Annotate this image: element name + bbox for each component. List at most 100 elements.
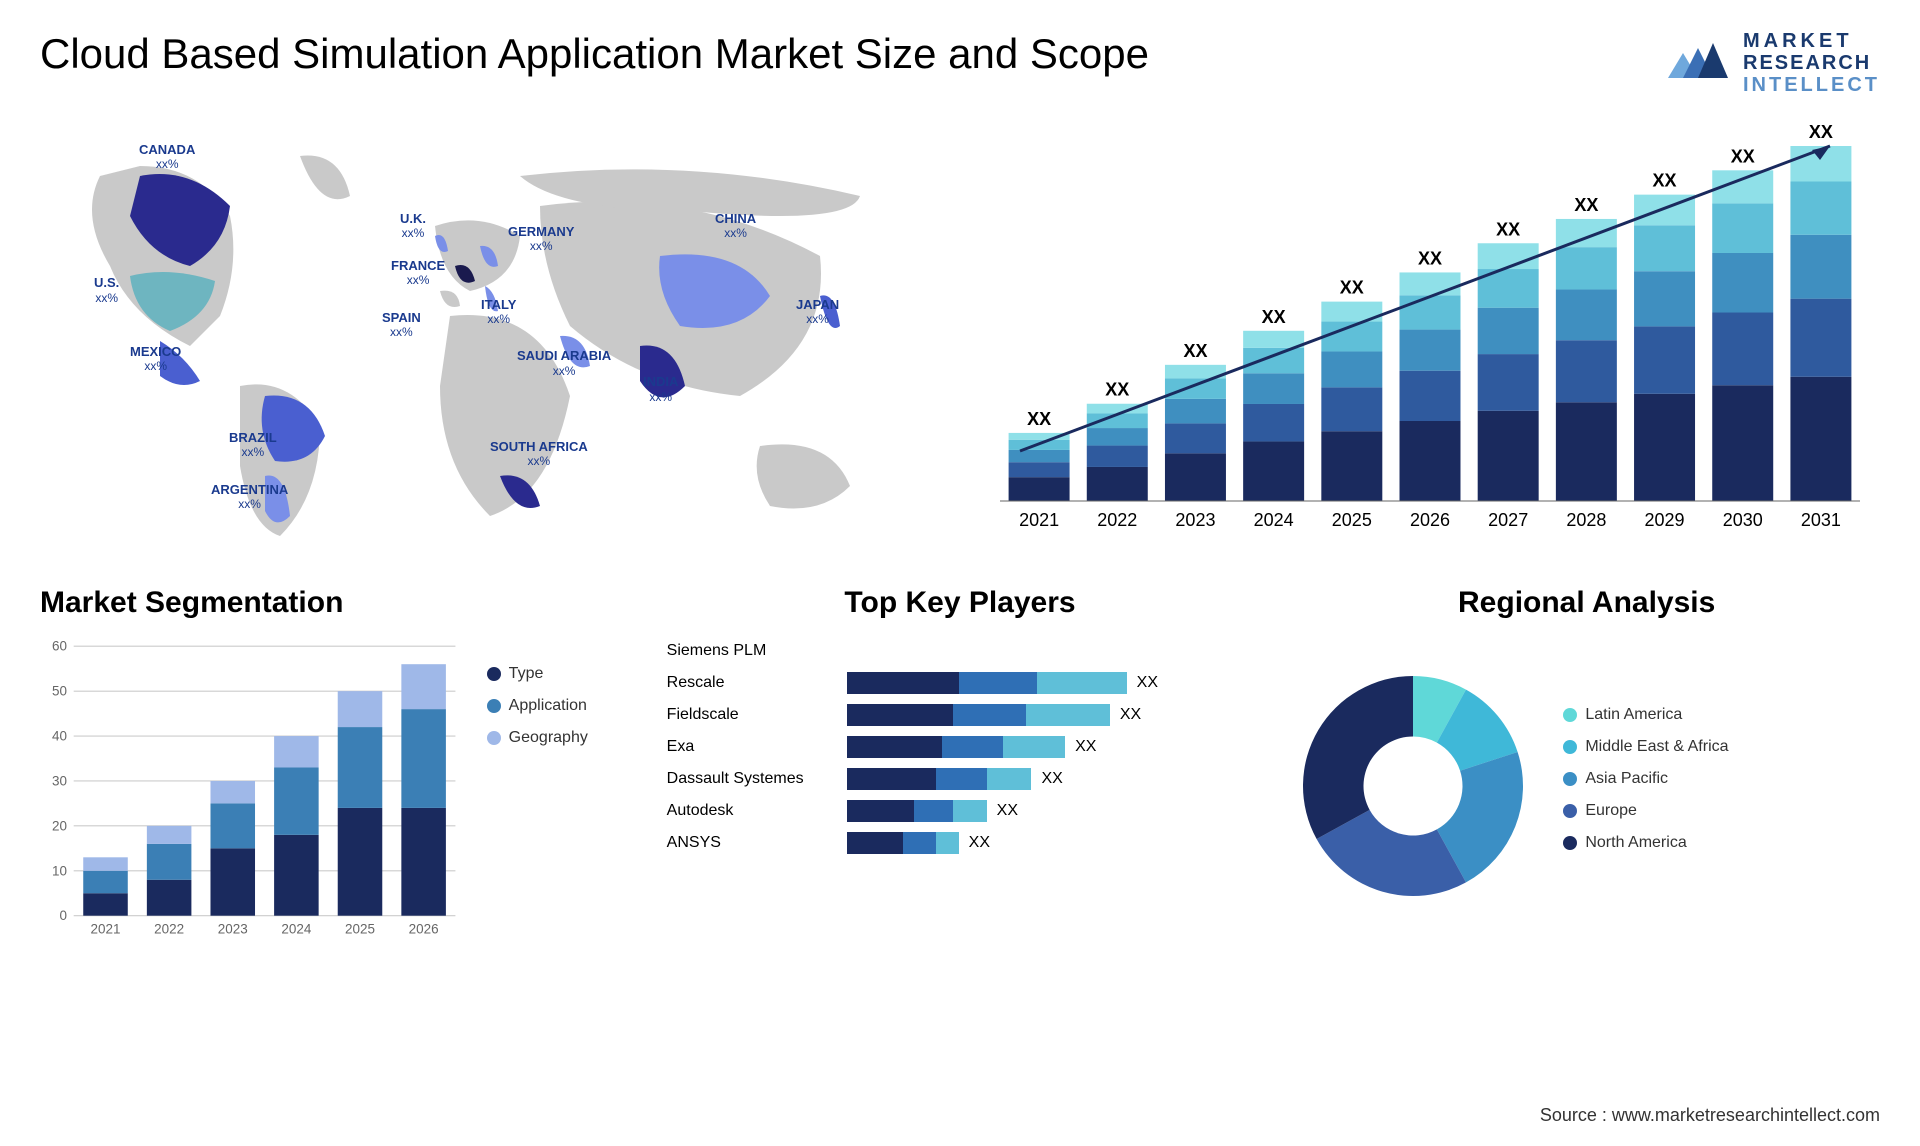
- player-bar: [847, 736, 1065, 758]
- map-label: SPAINxx%: [382, 310, 421, 340]
- player-bar-segment: [953, 800, 987, 822]
- svg-text:20: 20: [52, 818, 67, 833]
- bottom-row: Market Segmentation 01020304050602021202…: [40, 586, 1880, 936]
- legend-item: Asia Pacific: [1563, 770, 1880, 788]
- growth-chart-svg: XX2021XX2022XX2023XX2024XX2025XX2026XX20…: [980, 116, 1880, 546]
- player-bar-segment: [936, 768, 986, 790]
- svg-text:2024: 2024: [1254, 510, 1294, 530]
- map-label: SOUTH AFRICAxx%: [490, 439, 588, 469]
- player-bar-row: XX: [847, 827, 1254, 859]
- legend-item: Application: [487, 697, 627, 715]
- svg-text:2021: 2021: [1019, 510, 1059, 530]
- segmentation-legend: Type Application Geography: [487, 635, 627, 949]
- map-label: MEXICOxx%: [130, 344, 181, 374]
- world-map-svg: [40, 116, 940, 546]
- map-label: CANADAxx%: [139, 142, 195, 172]
- player-name: Dassault Systemes: [667, 763, 847, 795]
- svg-text:2026: 2026: [409, 922, 439, 937]
- map-label: ARGENTINAxx%: [211, 482, 288, 512]
- svg-text:2021: 2021: [91, 922, 121, 937]
- svg-text:2029: 2029: [1645, 510, 1685, 530]
- key-players-panel: Top Key Players Siemens PLMRescaleFields…: [667, 586, 1254, 936]
- regional-title: Regional Analysis: [1293, 586, 1880, 620]
- player-bar-segment: [847, 800, 914, 822]
- player-bar: [847, 672, 1127, 694]
- player-bar: [847, 832, 959, 854]
- player-bar-segment: [914, 800, 953, 822]
- logo-text: MARKET RESEARCH INTELLECT: [1743, 30, 1880, 96]
- page-title: Cloud Based Simulation Application Marke…: [40, 30, 1149, 78]
- player-bar: [847, 704, 1110, 726]
- player-bar-segment: [987, 768, 1032, 790]
- player-value: XX: [1120, 706, 1141, 724]
- svg-text:2031: 2031: [1801, 510, 1841, 530]
- svg-text:XX: XX: [1262, 307, 1286, 327]
- legend-label: North America: [1585, 834, 1686, 852]
- map-label: CHINAxx%: [715, 211, 756, 241]
- player-value: XX: [997, 802, 1018, 820]
- legend-dot-icon: [487, 731, 501, 745]
- map-label: FRANCExx%: [391, 258, 445, 288]
- player-value: XX: [1137, 674, 1158, 692]
- player-bar-segment: [847, 672, 959, 694]
- player-bar-row: XX: [847, 667, 1254, 699]
- segmentation-body: 0102030405060202120222023202420252026 Ty…: [40, 635, 627, 949]
- legend-item: Type: [487, 665, 627, 683]
- player-bar-row: XX: [847, 795, 1254, 827]
- svg-text:30: 30: [52, 773, 67, 788]
- svg-text:XX: XX: [1809, 122, 1833, 142]
- legend-item: North America: [1563, 834, 1880, 852]
- svg-text:40: 40: [52, 729, 67, 744]
- legend-dot-icon: [1563, 740, 1577, 754]
- legend-dot-icon: [1563, 772, 1577, 786]
- legend-dot-icon: [1563, 836, 1577, 850]
- svg-text:XX: XX: [1731, 146, 1755, 166]
- player-name: ANSYS: [667, 827, 847, 859]
- key-players-bars: XX XX XX XX XX XX: [847, 635, 1254, 936]
- player-bar-row: XX: [847, 763, 1254, 795]
- player-bar-segment: [959, 672, 1037, 694]
- legend-label: Europe: [1585, 802, 1637, 820]
- svg-text:XX: XX: [1027, 409, 1051, 429]
- logo-line1: MARKET: [1743, 30, 1880, 52]
- legend-label: Middle East & Africa: [1585, 738, 1728, 756]
- legend-label: Asia Pacific: [1585, 770, 1668, 788]
- legend-dot-icon: [487, 699, 501, 713]
- svg-text:XX: XX: [1183, 341, 1207, 361]
- legend-label: Type: [509, 665, 544, 683]
- player-bar: [847, 768, 1032, 790]
- player-bar-segment: [953, 704, 1026, 726]
- player-name: Siemens PLM: [667, 635, 847, 667]
- player-bar-segment: [1026, 704, 1110, 726]
- player-value: XX: [1041, 770, 1062, 788]
- logo-line2: RESEARCH: [1743, 52, 1880, 74]
- player-name: Fieldscale: [667, 699, 847, 731]
- svg-text:2023: 2023: [218, 922, 248, 937]
- svg-text:XX: XX: [1653, 171, 1677, 191]
- player-bar-segment: [903, 832, 937, 854]
- key-players-title: Top Key Players: [667, 586, 1254, 620]
- player-bar-row: XX: [847, 731, 1254, 763]
- map-label: BRAZILxx%: [229, 430, 277, 460]
- map-label: ITALYxx%: [481, 297, 516, 327]
- map-label: U.S.xx%: [94, 275, 119, 305]
- regional-donut-svg: [1293, 666, 1533, 906]
- key-players-body: Siemens PLMRescaleFieldscaleExaDassault …: [667, 635, 1254, 936]
- player-value: XX: [969, 834, 990, 852]
- header: Cloud Based Simulation Application Marke…: [40, 30, 1880, 96]
- svg-text:XX: XX: [1340, 278, 1364, 298]
- svg-text:50: 50: [52, 684, 67, 699]
- player-value: XX: [1075, 738, 1096, 756]
- legend-item: Europe: [1563, 802, 1880, 820]
- svg-text:XX: XX: [1574, 195, 1598, 215]
- player-name: Exa: [667, 731, 847, 763]
- player-bar-segment: [847, 704, 953, 726]
- map-label: INDIAxx%: [643, 374, 678, 404]
- player-bar-segment: [942, 736, 1004, 758]
- legend-dot-icon: [487, 667, 501, 681]
- top-row: CANADAxx% U.S.xx% MEXICOxx% BRAZILxx% ARGENT…: [40, 116, 1880, 546]
- svg-text:XX: XX: [1418, 248, 1442, 268]
- player-bar-row: XX: [847, 699, 1254, 731]
- world-map-panel: CANADAxx% U.S.xx% MEXICOxx% BRAZILxx% ARGENT…: [40, 116, 940, 546]
- legend-label: Geography: [509, 729, 588, 747]
